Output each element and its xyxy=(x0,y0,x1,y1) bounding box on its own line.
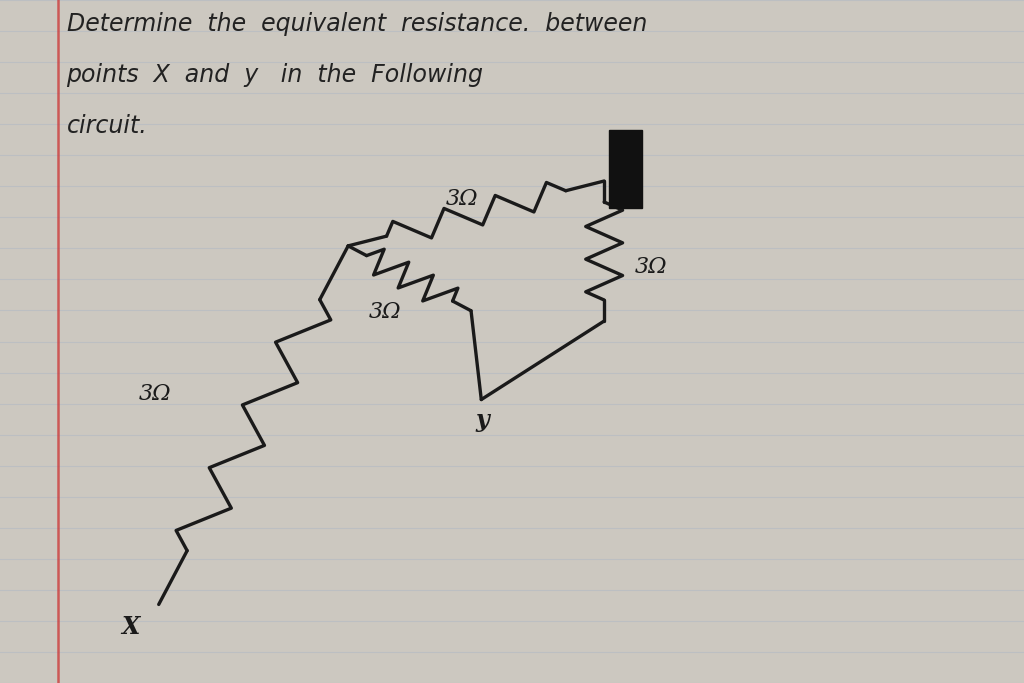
Text: 3Ω: 3Ω xyxy=(369,301,401,322)
Text: 3Ω: 3Ω xyxy=(138,382,171,404)
Bar xyxy=(609,130,642,208)
Text: points  X  and  y   in  the  Following: points X and y in the Following xyxy=(67,63,483,87)
Text: Determine  the  equivalent  resistance.  between: Determine the equivalent resistance. bet… xyxy=(67,12,647,36)
Text: X: X xyxy=(121,615,139,639)
Text: 3Ω: 3Ω xyxy=(445,188,478,210)
Text: y: y xyxy=(475,408,488,432)
Text: circuit.: circuit. xyxy=(67,114,147,138)
Text: 3Ω: 3Ω xyxy=(635,256,668,278)
